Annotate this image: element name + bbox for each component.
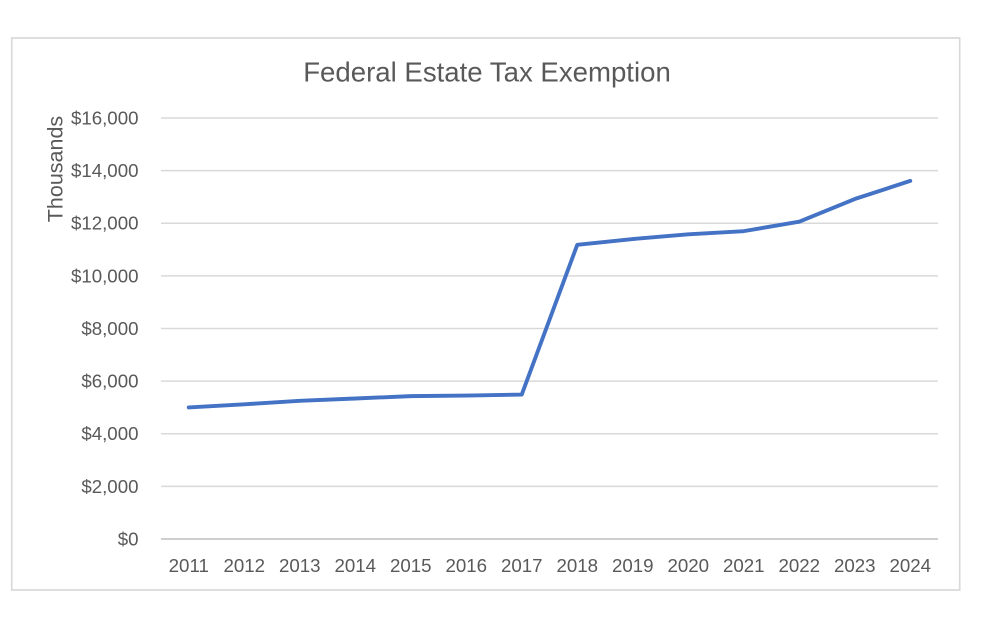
svg-text:$2,000: $2,000: [81, 476, 138, 497]
svg-text:2017: 2017: [501, 555, 543, 576]
svg-text:2018: 2018: [556, 555, 598, 576]
svg-text:$4,000: $4,000: [81, 423, 138, 444]
svg-text:$14,000: $14,000: [71, 160, 139, 181]
svg-text:2024: 2024: [889, 555, 931, 576]
svg-text:Thousands: Thousands: [44, 116, 68, 222]
svg-text:2011: 2011: [169, 555, 209, 576]
svg-text:2013: 2013: [279, 555, 321, 576]
svg-text:2015: 2015: [390, 555, 432, 576]
svg-text:2022: 2022: [778, 555, 820, 576]
svg-text:2023: 2023: [834, 555, 876, 576]
svg-text:2014: 2014: [334, 555, 376, 576]
svg-text:2016: 2016: [445, 555, 487, 576]
svg-text:$10,000: $10,000: [71, 265, 139, 286]
svg-text:$0: $0: [118, 528, 139, 549]
svg-text:$16,000: $16,000: [71, 107, 139, 128]
svg-text:2020: 2020: [667, 555, 709, 576]
svg-text:$12,000: $12,000: [71, 213, 139, 234]
svg-text:Federal Estate Tax Exemption: Federal Estate Tax Exemption: [303, 57, 671, 88]
svg-text:2019: 2019: [612, 555, 654, 576]
svg-text:$8,000: $8,000: [81, 318, 138, 339]
svg-text:$6,000: $6,000: [81, 371, 138, 392]
svg-text:2021: 2021: [723, 555, 765, 576]
svg-text:2012: 2012: [223, 555, 265, 576]
